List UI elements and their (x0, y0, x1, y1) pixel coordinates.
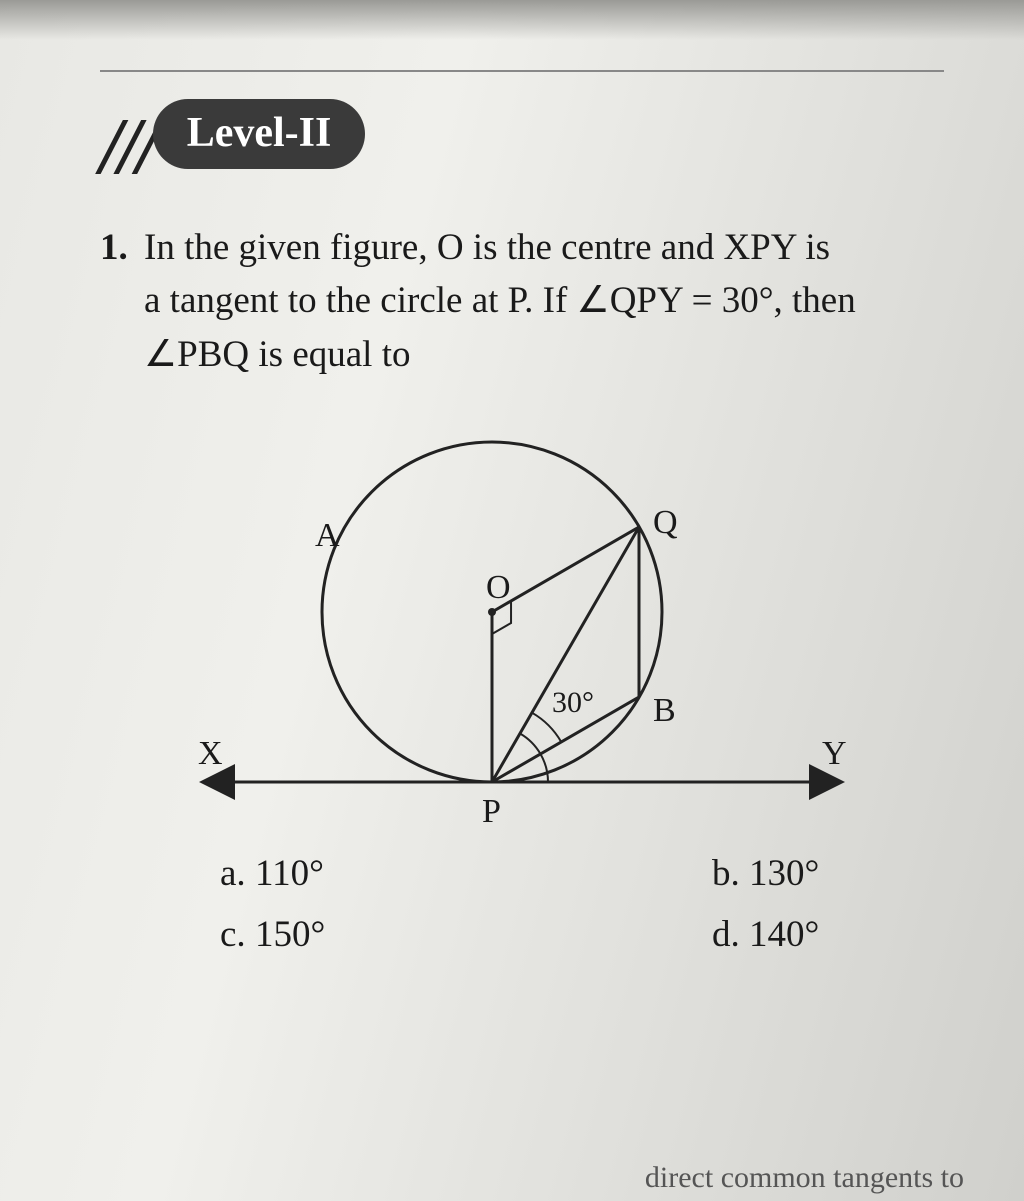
svg-text:P: P (482, 793, 501, 830)
option-value: 150° (255, 914, 325, 955)
svg-text:Y: Y (822, 735, 847, 772)
question-text: In the given figure, O is the centre and… (100, 221, 944, 382)
svg-text:O: O (486, 569, 511, 606)
svg-text:Q: Q (653, 504, 678, 541)
option-letter: d. (712, 914, 740, 955)
question-line-1: In the given figure, O is the centre and… (144, 227, 830, 268)
option-value: 110° (255, 853, 324, 894)
option-value: 140° (749, 914, 819, 955)
svg-text:X: X (198, 735, 223, 772)
horizontal-rule (100, 70, 944, 72)
svg-text:A: A (315, 517, 340, 554)
top-shadow (0, 0, 1024, 40)
geometry-figure: 30° A O Q B P X Y (142, 392, 902, 832)
option-c[interactable]: c. 150° (220, 913, 452, 956)
footer-cutoff-text: direct common tangents to (645, 1161, 964, 1195)
question-line-3: ∠PBQ is equal to (144, 334, 410, 375)
option-letter: b. (712, 853, 740, 894)
option-letter: a. (220, 853, 246, 894)
option-a[interactable]: a. 110° (220, 852, 452, 895)
option-value: 130° (749, 853, 819, 894)
page: /// Level-II 1. In the given figure, O i… (0, 0, 1024, 1201)
option-b[interactable]: b. 130° (712, 852, 944, 895)
options-grid: a. 110° b. 130° c. 150° d. 140° (220, 852, 944, 956)
question-block: 1. In the given figure, O is the centre … (100, 221, 944, 382)
level-pill: Level-II (153, 99, 366, 169)
svg-text:B: B (653, 692, 676, 729)
option-d[interactable]: d. 140° (712, 913, 944, 956)
option-letter: c. (220, 914, 246, 955)
slashes-decoration: /// (100, 102, 155, 193)
question-number: 1. (100, 221, 142, 275)
svg-text:30°: 30° (552, 686, 594, 719)
question-line-2: a tangent to the circle at P. If ∠QPY = … (144, 280, 856, 321)
figure-container: 30° A O Q B P X Y (100, 392, 944, 832)
level-header: /// Level-II (100, 102, 944, 193)
